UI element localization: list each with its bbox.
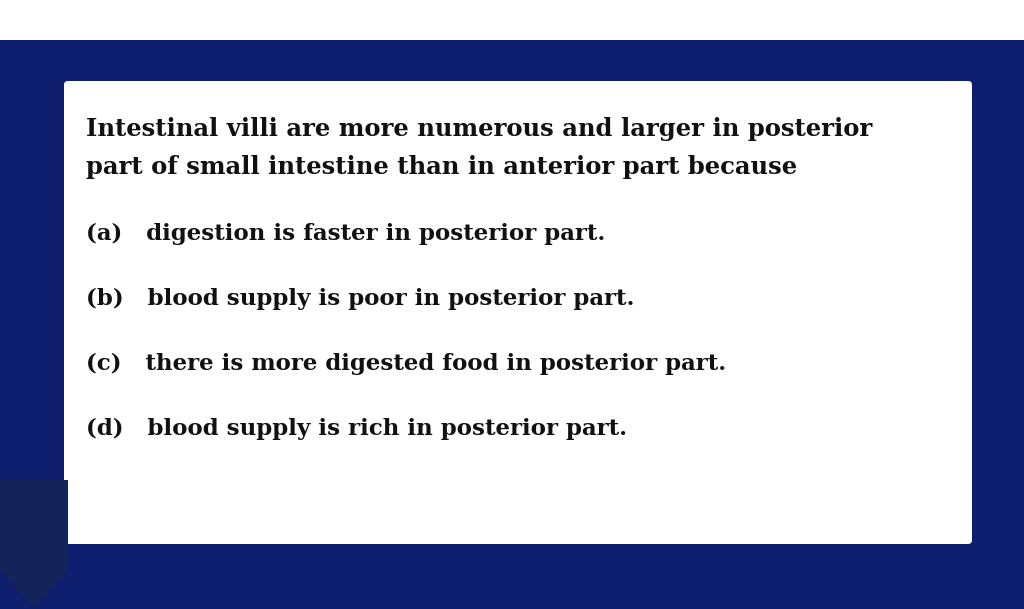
Text: (a)   digestion is faster in posterior part.: (a) digestion is faster in posterior par… [86, 223, 605, 245]
FancyBboxPatch shape [63, 81, 972, 544]
Text: Intestinal villi are more numerous and larger in posterior: Intestinal villi are more numerous and l… [86, 117, 872, 141]
Bar [0, 0, 1024, 40]
Polygon shape [0, 480, 68, 609]
Text: part of small intestine than in anterior part because: part of small intestine than in anterior… [86, 155, 797, 179]
Text: (b)   blood supply is poor in posterior part.: (b) blood supply is poor in posterior pa… [86, 288, 635, 310]
Text: (d)   blood supply is rich in posterior part.: (d) blood supply is rich in posterior pa… [86, 418, 627, 440]
Text: (c)   there is more digested food in posterior part.: (c) there is more digested food in poste… [86, 353, 726, 375]
